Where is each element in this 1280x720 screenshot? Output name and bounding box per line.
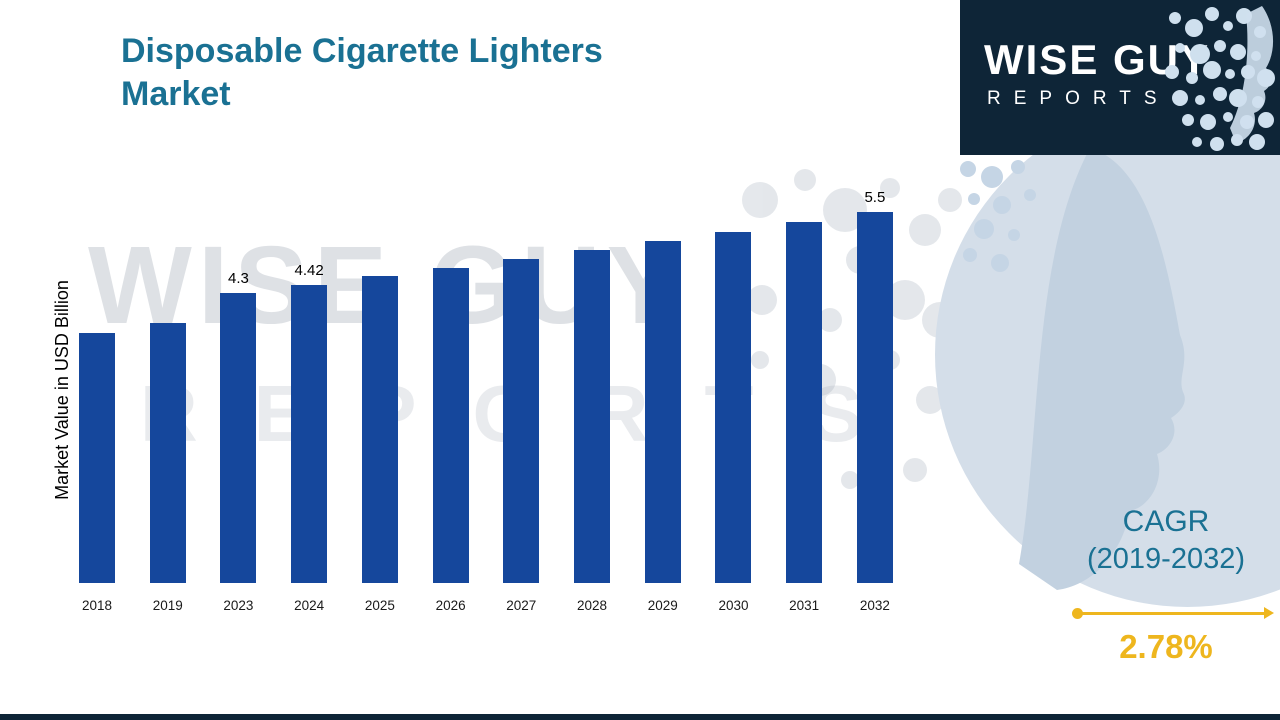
cagr-label: CAGR xyxy=(1122,505,1210,538)
line-arrow-icon xyxy=(1264,607,1274,619)
bar xyxy=(220,292,257,583)
bar-value-label: 4.42 xyxy=(294,261,324,279)
line-start-dot-icon xyxy=(1072,608,1083,619)
x-axis-label: 2025 xyxy=(364,598,395,613)
bar-group: 2029 xyxy=(632,178,694,613)
bar-value-label: 4.3 xyxy=(228,269,249,287)
bar xyxy=(574,249,611,583)
bar-group: 4.3 2023 xyxy=(207,178,269,613)
bar-value-label: 5.5 xyxy=(864,188,886,206)
bar-group: 2028 xyxy=(561,178,623,613)
bar-group: 4.42 2024 xyxy=(278,178,340,613)
bar-group: 2025 xyxy=(349,178,411,613)
bar xyxy=(786,221,823,583)
bar xyxy=(149,323,186,583)
x-axis-label: 2023 xyxy=(223,598,254,613)
cagr-underline xyxy=(1072,607,1274,619)
bar xyxy=(79,333,115,583)
bar xyxy=(503,259,540,583)
bar-group: 2030 xyxy=(702,178,764,613)
logo-subtitle: REPORTS xyxy=(987,88,1170,109)
x-axis-label: 2018 xyxy=(81,598,113,613)
scatter-dots-icon xyxy=(960,160,1036,272)
bar xyxy=(644,240,681,583)
bar-group: 2031 xyxy=(773,178,835,613)
x-axis-label: 2030 xyxy=(718,598,749,613)
cagr-range: (2019-2032) xyxy=(1087,543,1245,575)
x-axis-label: 2026 xyxy=(435,598,466,613)
bar xyxy=(432,267,469,583)
y-axis-title: Market Value in USD Billion xyxy=(52,280,72,500)
bar-group: 2027 xyxy=(490,178,552,613)
x-axis-label: 2024 xyxy=(294,598,325,613)
logo-face-icon xyxy=(1165,6,1275,151)
x-axis-label: 2031 xyxy=(789,598,820,613)
bar-chart: 2018 2019 4.3 2023 4.42 2024 2025 2026 2027 2028 2… xyxy=(66,178,906,613)
x-axis-label: 2028 xyxy=(577,598,608,613)
bar-group: 5.5 2032 xyxy=(844,178,906,613)
bottom-accent-bar xyxy=(0,714,1280,720)
cagr-value: 2.78% xyxy=(1119,628,1213,665)
x-axis-label: 2032 xyxy=(859,598,890,613)
bar xyxy=(361,275,398,583)
bar xyxy=(715,232,752,583)
logo-panel: WISE GUY REPORTS xyxy=(960,0,1280,155)
cagr-block: CAGR (2019-2032) xyxy=(1052,505,1280,576)
bar-group: 2019 xyxy=(137,178,199,613)
bar xyxy=(856,211,893,583)
x-axis-label: 2027 xyxy=(506,598,537,613)
bar-group: 2018 xyxy=(66,178,128,613)
bar xyxy=(291,284,328,583)
x-axis-label: 2019 xyxy=(152,598,183,613)
x-axis-label: 2029 xyxy=(647,598,678,613)
face-silhouette-icon xyxy=(1019,148,1185,590)
bar-group: 2026 xyxy=(420,178,482,613)
page-title: Disposable Cigarette Lighters Market xyxy=(121,32,603,113)
